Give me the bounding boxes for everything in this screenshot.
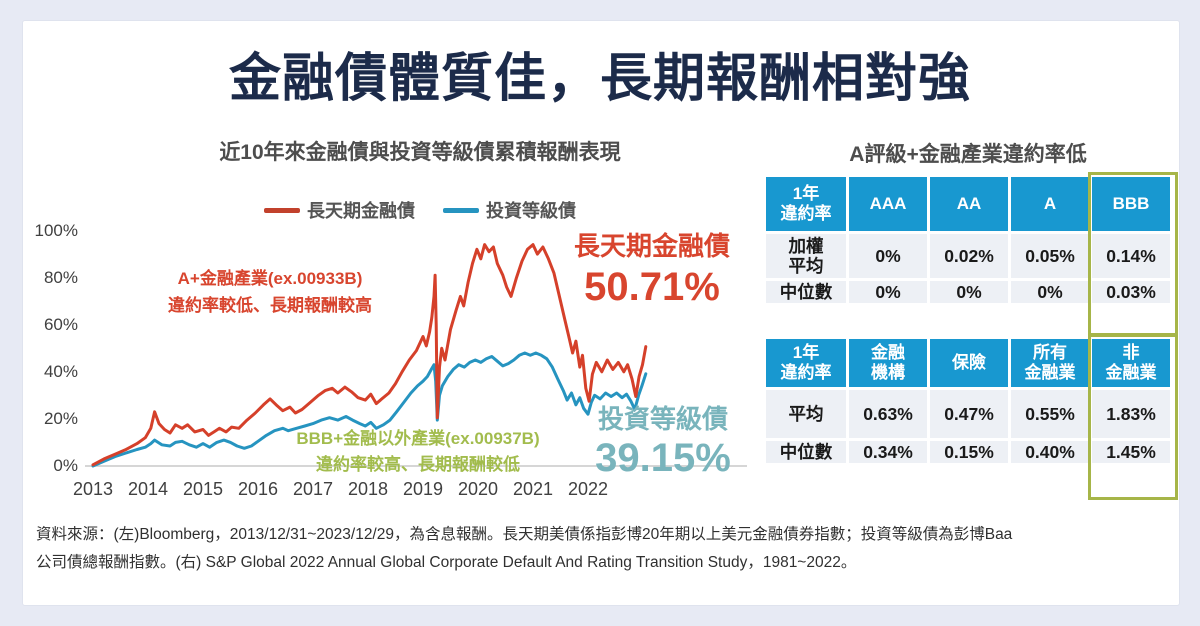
financial-bond-callout-label: 長天期金融債	[573, 231, 730, 261]
table-header-cell: A	[1011, 177, 1089, 231]
chart-title: 近10年來金融債與投資等級債累積報酬表現	[219, 141, 621, 164]
table-header-cell: 所有 金融業	[1011, 339, 1089, 387]
annotation-a-plus-financial: A+金融產業(ex.00933B) 違約率較低、長期報酬較高	[168, 269, 372, 316]
line-chart	[85, 243, 747, 468]
source-note: 資料來源：(左)Bloomberg，2013/12/31~2023/12/29，…	[36, 526, 1013, 571]
table-row: 中位數 0.34% 0.15% 0.40% 1.45%	[766, 441, 1170, 464]
table-cell: 0.55%	[1011, 390, 1089, 438]
table-cell: 0.63%	[849, 390, 927, 438]
y-axis-tick-label: 0%	[53, 456, 78, 475]
table-header-cell: 保險	[930, 339, 1008, 387]
content-card	[22, 20, 1180, 606]
legend-label-financial-bond: 長天期金融債	[307, 201, 415, 221]
x-axis-tick-label: 2018	[347, 479, 389, 499]
table-cell: 0%	[849, 281, 927, 304]
y-axis-tick-label: 80%	[43, 267, 78, 287]
investment-grade-callout-label: 投資等級債	[597, 404, 728, 434]
x-axis-tick-label: 2017	[292, 479, 334, 499]
x-axis-tick-label: 2019	[402, 479, 444, 499]
table-row: 中位數 0% 0% 0% 0.03%	[766, 281, 1170, 304]
table-cell: 0%	[930, 281, 1008, 304]
table-cell: 平均	[766, 390, 846, 438]
financial-bond-line	[91, 243, 648, 467]
x-axis-tick-label: 2016	[237, 479, 279, 499]
table-row: 平均 0.63% 0.47% 0.55% 1.83%	[766, 390, 1170, 438]
x-axis-tick-label: 2014	[127, 479, 169, 499]
table-cell: 中位數	[766, 281, 846, 304]
investment-grade-line	[91, 351, 648, 468]
table-cell: 0.15%	[930, 441, 1008, 464]
table-cell: 1.83%	[1092, 390, 1170, 438]
y-axis-tick-label: 60%	[43, 314, 78, 334]
table-header-row: 1年 違約率 AAA AA A BBB	[766, 177, 1170, 231]
table-row: 加權 平均 0% 0.02% 0.05% 0.14%	[766, 234, 1170, 278]
table-cell: 0.14%	[1092, 234, 1170, 278]
table-cell: 0%	[849, 234, 927, 278]
red-line-swatch-icon	[264, 207, 300, 213]
table-cell: 加權 平均	[766, 234, 846, 278]
table-cell: 0.02%	[930, 234, 1008, 278]
page-title: 金融債體質佳，長期報酬相對強	[228, 50, 971, 108]
table-header-cell: BBB	[1092, 177, 1170, 231]
x-axis-tick-label: 2022	[567, 479, 609, 499]
legend-item-investment-grade: 投資等級債	[443, 197, 576, 223]
table-cell: 中位數	[766, 441, 846, 464]
table-cell: 0.34%	[849, 441, 927, 464]
default-rate-title: A評級+金融產業違約率低	[849, 143, 1087, 166]
table-header-cell: AA	[930, 177, 1008, 231]
table-header-cell: 1年 違約率	[766, 339, 846, 387]
annotation-bbb-non-financial: BBB+金融以外產業(ex.00937B) 違約率較高、長期報酬較低	[296, 429, 540, 474]
table-header-cell: 非 金融業	[1092, 339, 1170, 387]
financial-bond-callout: 長天期金融債 50.71%	[552, 226, 752, 310]
table-cell: 0%	[1011, 281, 1089, 304]
chart-legend: 長天期金融債 投資等級債	[90, 197, 750, 223]
table-header-cell: 1年 違約率	[766, 177, 846, 231]
x-axis-tick-label: 2013	[72, 479, 114, 499]
x-axis-tick-label: 2015	[182, 479, 224, 499]
x-axis-tick-label: 2021	[512, 479, 554, 499]
table-cell: 0.40%	[1011, 441, 1089, 464]
industry-default-rate-table: 1年 違約率 金融 機構 保險 所有 金融業非 金融業 平均 0.63% 0.47% 0.55…	[763, 336, 1173, 466]
y-axis-tick-label: 100%	[34, 220, 78, 240]
table-cell: 0.05%	[1011, 234, 1089, 278]
table-header-cell: AAA	[849, 177, 927, 231]
table-cell: 0.03%	[1092, 281, 1170, 304]
table-cell: 0.47%	[930, 390, 1008, 438]
rating-default-rate-table: 1年 違約率 AAA AA A BBB 加權 平均 0% 0.02% 0.05% 0.14% 中位數…	[763, 174, 1173, 306]
blue-line-swatch-icon	[443, 207, 479, 213]
table-header-cell: 金融 機構	[849, 339, 927, 387]
financial-bond-callout-value: 50.71%	[584, 265, 720, 309]
y-axis-tick-label: 40%	[43, 361, 78, 381]
investment-grade-callout: 投資等級債 39.15%	[568, 399, 758, 481]
legend-label-investment-grade: 投資等級債	[486, 201, 576, 221]
table-cell: 1.45%	[1092, 441, 1170, 464]
investment-grade-callout-value: 39.15%	[595, 436, 731, 480]
x-axis-tick-label: 2020	[457, 479, 499, 499]
legend-item-financial-bond: 長天期金融債	[264, 197, 415, 223]
table-header-row: 1年 違約率 金融 機構 保險 所有 金融業非 金融業	[766, 339, 1170, 387]
y-axis-tick-label: 20%	[43, 408, 78, 428]
